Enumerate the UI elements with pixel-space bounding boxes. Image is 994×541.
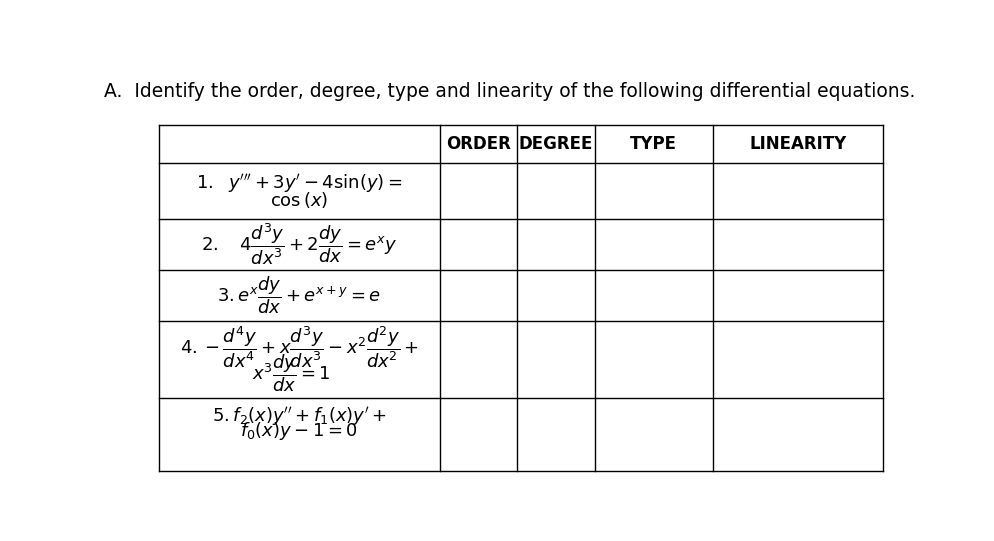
Text: $5.f_2(x)y'' + f_1(x)y' +$: $5.f_2(x)y'' + f_1(x)y' +$ (212, 405, 387, 428)
Text: TYPE: TYPE (630, 135, 677, 153)
Text: $x^3\dfrac{dy}{dx} = 1$: $x^3\dfrac{dy}{dx} = 1$ (252, 353, 331, 394)
Text: $4. - \dfrac{d^4y}{dx^4} + x\dfrac{d^3y}{dx^3} - x^2\dfrac{d^2y}{dx^2} +$: $4. - \dfrac{d^4y}{dx^4} + x\dfrac{d^3y}… (180, 325, 418, 371)
Text: DEGREE: DEGREE (519, 135, 593, 153)
Text: ORDER: ORDER (446, 135, 511, 153)
Text: $1. \ \ y''' + 3y' - 4\sin(y) =$: $1. \ \ y''' + 3y' - 4\sin(y) =$ (196, 172, 403, 195)
Text: $3.e^x\dfrac{dy}{dx} + e^{x+y} = e$: $3.e^x\dfrac{dy}{dx} + e^{x+y} = e$ (218, 275, 382, 316)
Text: A.  Identify the order, degree, type and linearity of the following differential: A. Identify the order, degree, type and … (103, 82, 915, 101)
Text: $\cos\left(x\right)$: $\cos\left(x\right)$ (270, 190, 329, 210)
Text: $f_0(x)y - 1 = 0$: $f_0(x)y - 1 = 0$ (241, 420, 359, 443)
Text: LINEARITY: LINEARITY (749, 135, 847, 153)
Text: $2. \ \ \ 4\dfrac{d^3y}{dx^3} + 2\dfrac{dy}{dx} = e^x y$: $2. \ \ \ 4\dfrac{d^3y}{dx^3} + 2\dfrac{… (201, 221, 398, 267)
